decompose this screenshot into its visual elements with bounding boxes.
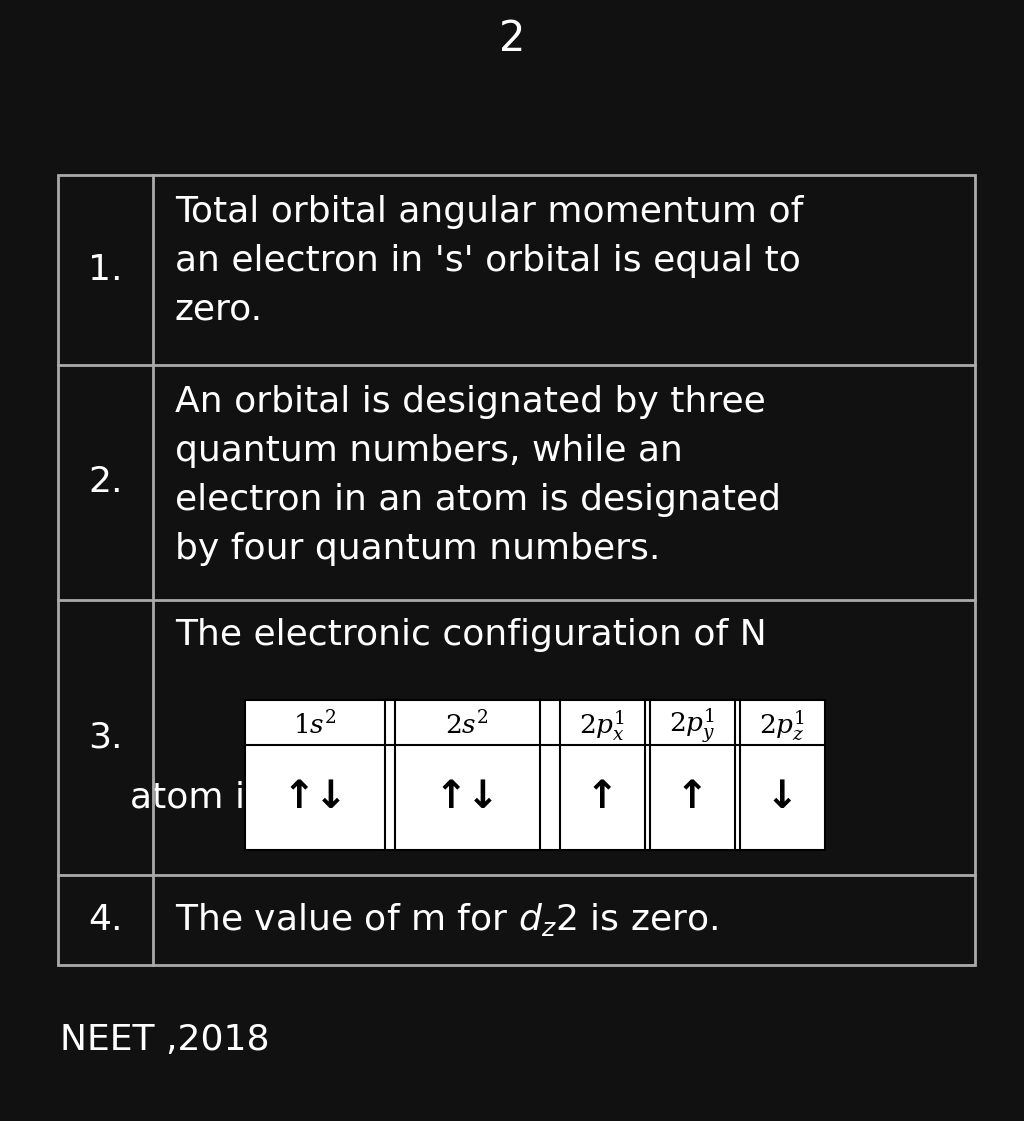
Text: atom is: atom is	[130, 780, 264, 814]
Text: NEET ,2018: NEET ,2018	[60, 1023, 269, 1057]
Text: ↑↓: ↑↓	[283, 778, 347, 816]
Text: The value of m for $d_z$2 is zero.: The value of m for $d_z$2 is zero.	[175, 901, 718, 938]
Bar	[245, 700, 825, 850]
Text: ↑: ↑	[676, 778, 709, 816]
Text: An orbital is designated by three
quantum numbers, while an
electron in an atom : An orbital is designated by three quantu…	[175, 385, 781, 566]
Text: 3.: 3.	[88, 721, 123, 754]
Bar	[58, 175, 975, 965]
Text: $2p_y^1$: $2p_y^1$	[669, 706, 715, 745]
Text: ↑↓: ↑↓	[434, 778, 500, 816]
Text: Total orbital angular momentum of
an electron in 's' orbital is equal to
zero.: Total orbital angular momentum of an ele…	[175, 195, 804, 326]
Text: $2s^2$: $2s^2$	[445, 712, 488, 740]
Text: 2.: 2.	[88, 465, 123, 500]
Text: $1s^2$: $1s^2$	[293, 712, 337, 740]
Text: The electronic configuration of N: The electronic configuration of N	[175, 618, 767, 652]
Bar	[245, 700, 825, 850]
Text: ↓: ↓	[766, 778, 799, 816]
Text: ↑: ↑	[586, 778, 618, 816]
Text: 4.: 4.	[88, 904, 123, 937]
Text: 2: 2	[499, 18, 525, 61]
Text: 1.: 1.	[88, 253, 123, 287]
Text: $2p_x^1$: $2p_x^1$	[579, 708, 625, 743]
Text: $2p_z^1$: $2p_z^1$	[759, 708, 805, 743]
